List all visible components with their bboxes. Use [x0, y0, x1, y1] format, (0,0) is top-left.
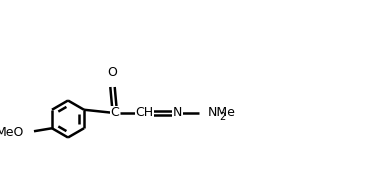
- Text: O: O: [108, 66, 117, 79]
- Text: C: C: [110, 106, 119, 119]
- Text: CH: CH: [135, 106, 153, 119]
- Text: 2: 2: [219, 112, 225, 122]
- Text: N: N: [173, 106, 182, 119]
- Text: MeO: MeO: [0, 126, 24, 139]
- Text: NMe: NMe: [207, 106, 235, 119]
